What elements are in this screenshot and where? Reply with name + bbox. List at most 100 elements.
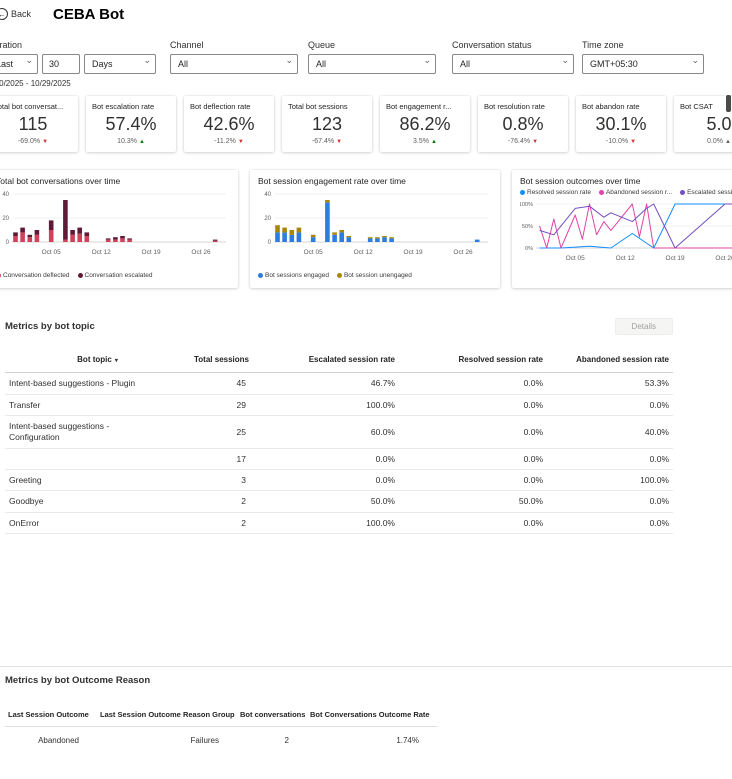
topic-name: Intent-based suggestions - Configuration <box>9 421 110 442</box>
duration-type-select[interactable]: Last ⌄ <box>0 54 38 74</box>
kpi-delta: 10.3% ▲ <box>92 138 170 145</box>
chart-card-conversations: Total bot conversations over time 0 20 40 O… <box>0 170 238 288</box>
channel-value: All <box>178 59 189 69</box>
chart-legend: Conversation deflected Conversation escal… <box>0 272 230 279</box>
metric-cell: 0.0% <box>547 448 673 470</box>
column-header-last-session-outcome[interactable]: Last Session Outcome <box>5 708 97 728</box>
topic-cell: Greeting <box>5 469 190 492</box>
timezone-label: Time zone <box>582 40 624 50</box>
conversation-status-select[interactable]: All ⌄ <box>452 54 574 74</box>
kpi-delta-value: -10.0% <box>605 138 629 145</box>
svg-text:Oct 12: Oct 12 <box>616 255 636 262</box>
svg-text:Oct 05: Oct 05 <box>304 249 324 256</box>
chevron-down-icon: ⌄ <box>285 55 293 65</box>
topic-metrics-section: Metrics by bot topic Details Bot topic ▾ T… <box>5 318 732 535</box>
kpi-card-bot-deflection-rate: Bot deflection rate 42.6% -11.2% ▼ <box>184 96 274 152</box>
metric-cell: 0.0% <box>399 469 547 492</box>
svg-text:Oct 12: Oct 12 <box>354 249 374 256</box>
svg-text:50%: 50% <box>522 224 533 230</box>
kpi-delta-value: 10.3% <box>117 138 137 145</box>
table-row: Abandoned Failures 2 1.74% <box>5 727 437 754</box>
column-header-resolved-session-rate[interactable]: Resolved session rate <box>399 345 547 373</box>
conversation-status-value: All <box>460 59 471 69</box>
chart-legend: Resolved session rate Abandoned session r… <box>520 189 732 196</box>
svg-text:20: 20 <box>264 216 271 222</box>
column-header-escalated-session-rate[interactable]: Escalated session rate <box>250 345 399 373</box>
topic-table-header-row: Bot topic ▾ Total sessions Escalated sessio… <box>5 345 673 373</box>
conversation-status-label: Conversation status <box>452 40 532 50</box>
kpi-title: Bot resolution rate <box>484 102 545 111</box>
chart-title: Total bot conversations over time <box>0 176 121 186</box>
kpi-delta: -67.4% ▼ <box>288 138 366 145</box>
channel-filter: Channel All ⌄ <box>170 40 298 88</box>
kpi-title: Bot CSAT <box>680 102 713 111</box>
outcome-cell: 2 <box>284 736 289 746</box>
queue-select[interactable]: All ⌄ <box>308 54 436 74</box>
metric-cell: 50.0% <box>250 490 399 513</box>
topic-cell: Transfer <box>5 394 190 417</box>
details-button[interactable]: Details <box>614 318 673 335</box>
metric-cell: 100.0% <box>547 469 673 492</box>
chart-card-engagement: Bot session engagement rate over time 0 2… <box>250 170 500 288</box>
legend-item-conversation-deflected: Conversation deflected <box>0 272 70 279</box>
column-header-bot-conversations-outcome-rate[interactable]: Bot Conversations Outcome Rate <box>307 708 437 728</box>
chevron-down-icon: ⌄ <box>25 55 33 65</box>
column-header-bot-conversations[interactable]: Bot conversations <box>237 708 307 728</box>
duration-unit-select[interactable]: Days ⌄ <box>84 54 156 74</box>
table-row: Goodbye 2 50.0% 50.0% 0.0% <box>5 490 673 513</box>
date-range: 9/30/2025 - 10/29/2025 <box>0 79 71 88</box>
kpi-title: Bot deflection rate <box>190 102 251 111</box>
topic-table: Bot topic ▾ Total sessions Escalated sessio… <box>5 345 673 535</box>
channel-select[interactable]: All ⌄ <box>170 54 298 74</box>
outcome-table-header-row: Last Session Outcome Last Session Outcome… <box>5 708 437 728</box>
column-header-abandoned-session-rate[interactable]: Abandoned session rate <box>547 345 673 373</box>
column-header-total-sessions[interactable]: Total sessions <box>190 345 250 373</box>
outcome-table: Last Session Outcome Last Session Outcome… <box>5 708 437 753</box>
column-header-bot-topic[interactable]: Bot topic ▾ <box>5 345 190 373</box>
trend-up-icon: ▲ <box>138 139 145 145</box>
kpi-delta-value: -76.4% <box>507 138 531 145</box>
scrollbar-thumb[interactable] <box>726 95 731 112</box>
legend-label: Escalated sessi... <box>687 189 732 196</box>
kpi-delta-value: -11.2% <box>214 138 236 145</box>
outcome-cell: Failures <box>190 736 219 746</box>
metric-cell: 2 <box>190 490 250 513</box>
metric-cell: 0.0% <box>399 415 547 449</box>
legend-label: Bot sessions engaged <box>265 272 329 279</box>
svg-text:20: 20 <box>2 216 9 222</box>
metric-cell: 0.0% <box>547 394 673 417</box>
kpi-delta: -76.4% ▼ <box>484 138 562 145</box>
timezone-filter: Time zone GMT+05:30 ⌄ <box>582 40 704 88</box>
topic-name: Transfer <box>9 399 41 410</box>
chart-title: Bot session engagement rate over time <box>258 176 406 186</box>
table-row: Greeting 3 0.0% 0.0% 100.0% <box>5 469 673 492</box>
trend-down-icon: ▼ <box>42 139 49 145</box>
outcome-cell: 1.74% <box>396 736 419 746</box>
back-button[interactable]: ← Back <box>0 8 31 20</box>
topic-cell: OnError <box>5 512 190 535</box>
metric-cell: 25 <box>190 415 250 449</box>
topic-cell: Intent-based suggestions - Configuration <box>5 415 190 449</box>
table-row: OnError 2 100.0% 0.0% 0.0% <box>5 512 673 535</box>
kpi-title: Total bot conversat... <box>0 102 64 111</box>
svg-text:Oct 05: Oct 05 <box>566 255 586 262</box>
legend-item-escalated-sessi: Escalated sessi... <box>680 189 732 196</box>
conversation-status-filter: Conversation status All ⌄ <box>452 40 574 88</box>
dashboard-canvas: ← Back CEBA Bot Duration Last ⌄ Days ⌄ <box>0 6 732 753</box>
timezone-select[interactable]: GMT+05:30 ⌄ <box>582 54 704 74</box>
outcomes-chart: 0% 50% 100% Oct 05 Oct 12 Oct 19 Oct 26 <box>519 196 732 279</box>
chevron-down-icon: ⌄ <box>143 55 151 65</box>
topic-cell: Intent-based suggestions - Plugin <box>5 372 190 395</box>
topic-section-title: Metrics by bot topic <box>5 321 95 332</box>
kpi-card-total-bot-conversat: Total bot conversat... 115 -69.0% ▼ <box>0 96 78 152</box>
charts-row: Total bot conversations over time 0 20 40 O… <box>0 170 732 288</box>
legend-dot-icon <box>598 190 604 195</box>
column-header-last-session-outcome-reason-group[interactable]: Last Session Outcome Reason Group <box>97 708 237 728</box>
duration-label: Duration <box>0 40 23 50</box>
metric-cell: 0.0% <box>250 448 399 470</box>
duration-value-input[interactable] <box>42 54 80 74</box>
legend-item-bot-sessions-engaged: Bot sessions engaged <box>258 272 329 279</box>
legend-item-bot-session-unengaged: Bot session unengaged <box>336 272 412 279</box>
kpi-delta-value: 3.5% <box>413 138 429 145</box>
kpi-value: 115 <box>18 114 48 134</box>
